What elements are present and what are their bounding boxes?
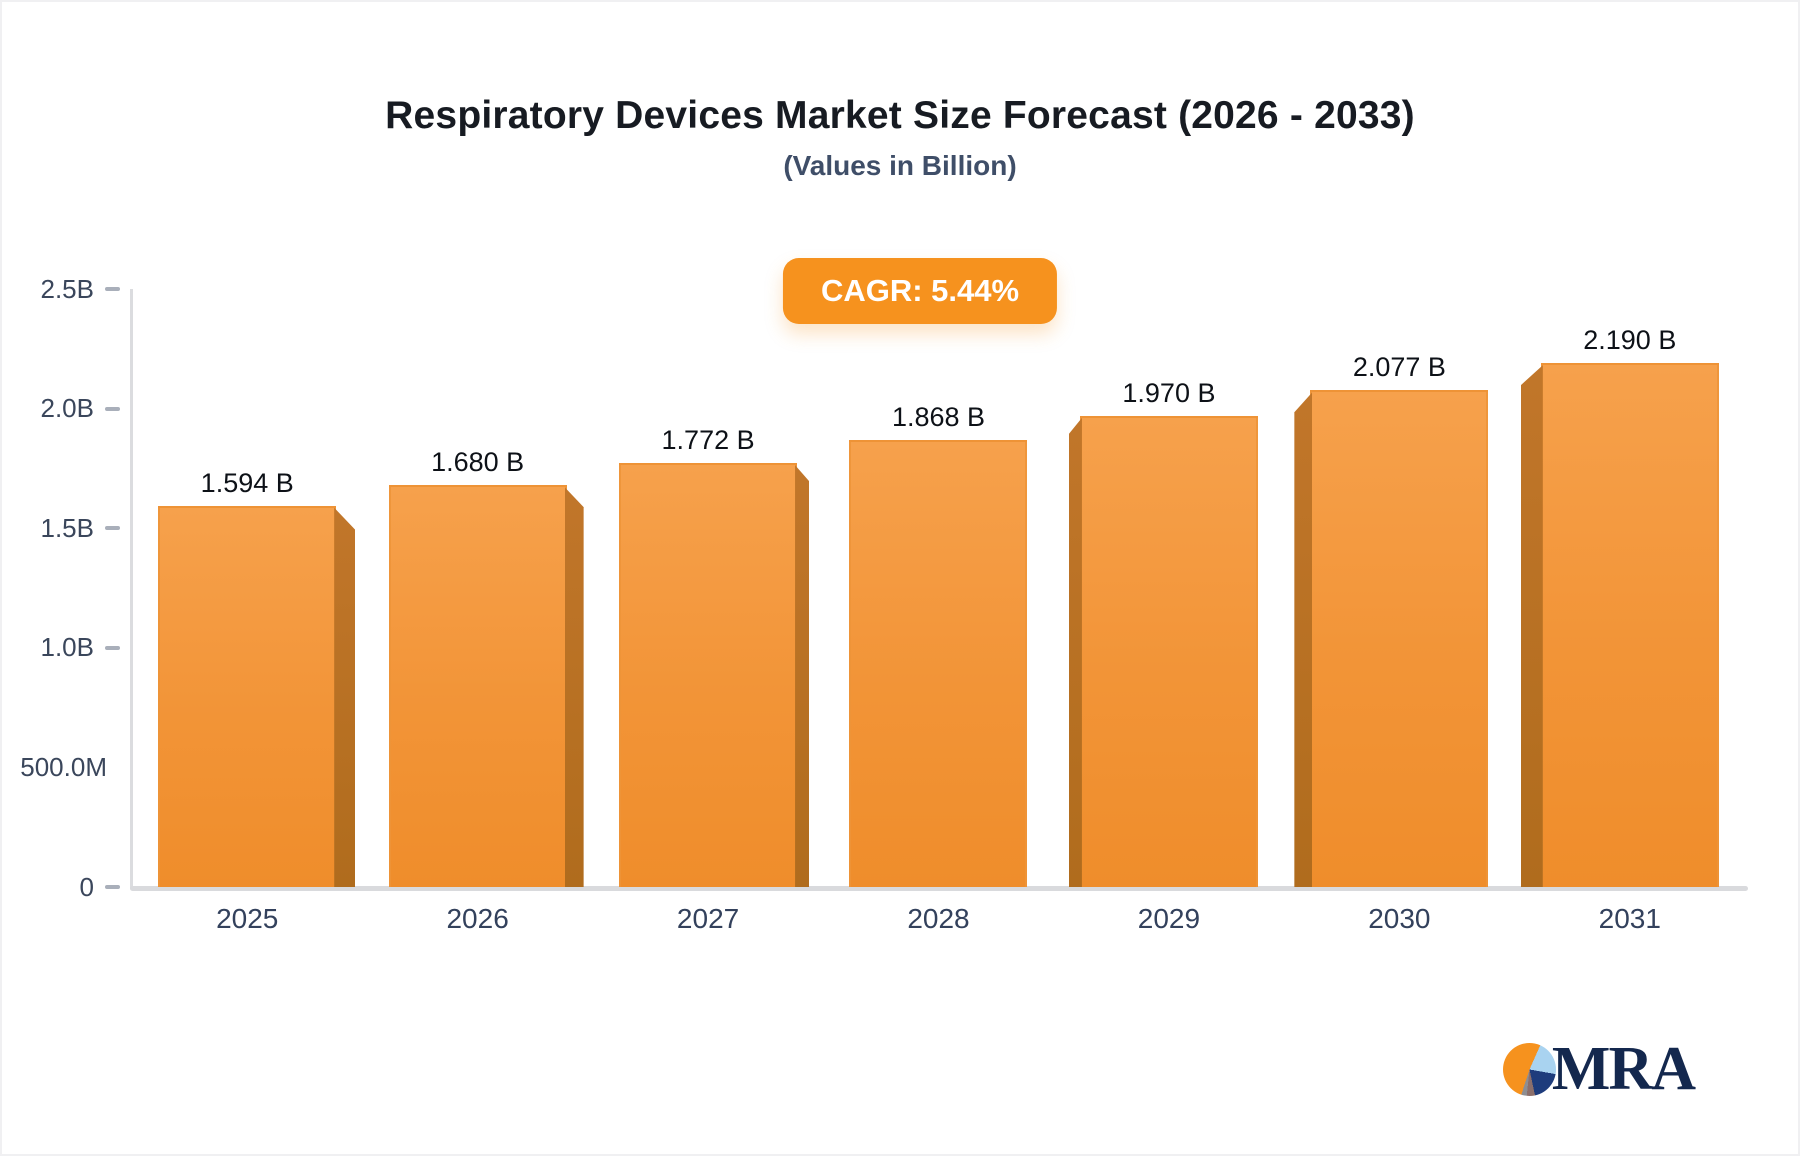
tick-dash xyxy=(105,526,120,531)
x-tick-label: 2027 xyxy=(676,903,740,934)
bar-2029[interactable] xyxy=(1068,415,1258,887)
x-tick-label: 2028 xyxy=(907,903,970,934)
tick-dash xyxy=(105,645,120,650)
bar-2027[interactable] xyxy=(619,463,810,887)
plot-area: 1.594 B 2025 1.680 B 2026 1.772 B 2027 1… xyxy=(132,289,1745,934)
cagr-badge: CAGR: 5.44% xyxy=(782,258,1058,324)
y-tick-label: 0 xyxy=(79,871,94,902)
pie-chart-icon xyxy=(1502,1042,1556,1096)
bar-value-label: 1.680 B xyxy=(431,447,525,478)
y-tick-label: 1.0B xyxy=(40,632,95,663)
bar-group: 2.077 B 2030 xyxy=(1284,352,1514,934)
x-tick-label: 2029 xyxy=(1137,903,1201,934)
bar-value-label: 2.077 B xyxy=(1352,352,1446,383)
y-tick-label: 1.5B xyxy=(40,512,95,543)
chart-subtitle: (Values in Billion) xyxy=(783,150,1017,181)
x-tick-label: 2031 xyxy=(1598,903,1661,934)
y-axis-line xyxy=(130,289,133,889)
bar-group: 1.868 B 2028 xyxy=(823,402,1053,934)
bar-group: 2.190 B 2031 xyxy=(1515,325,1745,934)
y-tick: 2.5B xyxy=(2,273,132,305)
bar-2028[interactable] xyxy=(849,440,1028,887)
tick-dash xyxy=(105,885,120,889)
bar-side-face xyxy=(795,465,810,887)
bar-group: 1.772 B 2027 xyxy=(593,425,823,934)
tick-dash xyxy=(105,406,120,411)
bar-side-face xyxy=(1294,392,1313,887)
bar-2026[interactable] xyxy=(388,485,584,887)
bar-side-face xyxy=(334,507,356,887)
x-tick-label: 2025 xyxy=(216,903,279,934)
bar-value-label: 1.868 B xyxy=(891,402,986,433)
y-tick: 1.5B xyxy=(2,512,132,544)
bar-value-label: 1.970 B xyxy=(1122,377,1216,408)
bar-2025[interactable] xyxy=(158,505,356,887)
y-tick-label: 500.0M xyxy=(20,751,107,782)
x-tick-label: 2030 xyxy=(1368,903,1431,934)
y-tick: 500.0M xyxy=(2,751,132,783)
bar-2031[interactable] xyxy=(1520,363,1719,887)
x-axis-line xyxy=(130,886,1748,891)
bar-side-face xyxy=(1520,365,1543,887)
chart-title: Respiratory Devices Market Size Forecast… xyxy=(385,94,1415,137)
bar-group: 1.594 B 2025 xyxy=(132,467,362,934)
y-tick-label: 2.0B xyxy=(40,393,95,424)
x-tick-label: 2026 xyxy=(446,903,509,934)
y-axis: 2.5B 2.0B 1.5B 1.0B 500.0M 0 xyxy=(2,274,132,902)
brand-logo: MRA xyxy=(1502,1035,1696,1103)
y-tick: 1.0B xyxy=(2,632,132,664)
bar-value-label: 1.594 B xyxy=(200,467,294,498)
y-tick: 0 xyxy=(2,871,132,903)
tick-dash xyxy=(105,287,120,291)
bar-side-face xyxy=(564,487,584,887)
bar-value-label: 2.190 B xyxy=(1583,325,1677,356)
bar-group: 1.970 B 2029 xyxy=(1054,377,1284,934)
bar-side-face xyxy=(1068,417,1082,887)
logo-text: MRA xyxy=(1551,1035,1696,1103)
y-tick-label: 2.5B xyxy=(40,273,95,304)
y-tick: 2.0B xyxy=(2,393,132,425)
bar-group: 1.680 B 2026 xyxy=(362,447,592,934)
bar-2030[interactable] xyxy=(1294,390,1489,887)
bar-value-label: 1.772 B xyxy=(661,425,755,456)
